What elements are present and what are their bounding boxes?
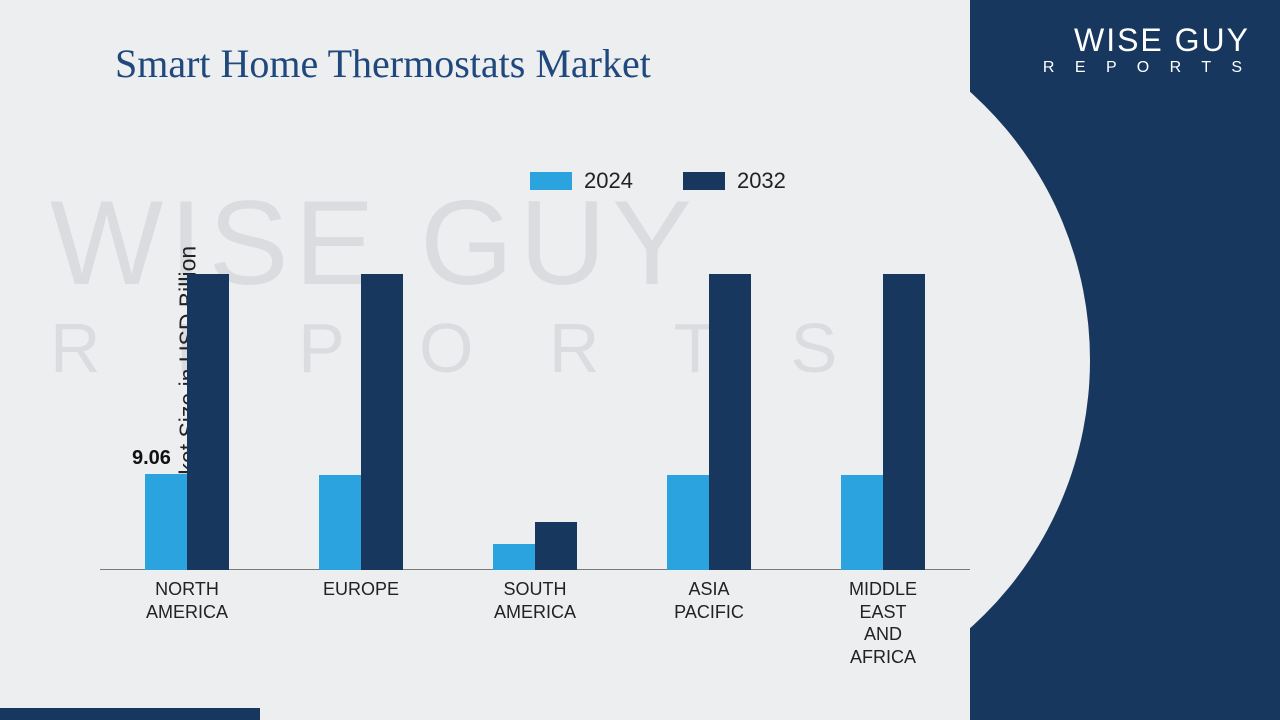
bar-2032 — [535, 522, 577, 570]
brand-line1: WISE GUY — [1043, 22, 1250, 59]
bar-groups: 9.06 — [100, 200, 970, 570]
bar-2032 — [361, 274, 403, 570]
bar-group — [286, 274, 436, 570]
bar-group: 9.06 — [112, 274, 262, 570]
chart-title: Smart Home Thermostats Market — [115, 40, 651, 87]
bar-value-label: 9.06 — [132, 447, 171, 470]
bar-2024 — [493, 544, 535, 570]
bar-2032 — [709, 274, 751, 570]
brand-logo: WISE GUY R E P O R T S — [1043, 22, 1250, 77]
x-axis-label: MIDDLE EAST AND AFRICA — [808, 578, 958, 668]
bar-2024 — [841, 475, 883, 570]
legend: 2024 2032 — [530, 168, 786, 194]
stage: WISE GUY R E P O R T S Smart Home Thermo… — [0, 0, 1280, 720]
legend-item-2024: 2024 — [530, 168, 633, 194]
x-axis-label: SOUTH AMERICA — [460, 578, 610, 668]
chart-area: 9.06 — [100, 200, 970, 570]
brand-line2: R E P O R T S — [1043, 59, 1250, 77]
legend-swatch-2024 — [530, 172, 572, 190]
x-axis-label: NORTH AMERICA — [112, 578, 262, 668]
bar-2024 — [667, 475, 709, 570]
bar-group — [460, 522, 610, 570]
bar-2032 — [883, 274, 925, 570]
bar-2024 — [145, 474, 187, 570]
legend-label-2032: 2032 — [737, 168, 786, 194]
legend-swatch-2032 — [683, 172, 725, 190]
bar-2032 — [187, 274, 229, 570]
bar-2024 — [319, 475, 361, 570]
legend-item-2032: 2032 — [683, 168, 786, 194]
x-axis-label: ASIA PACIFIC — [634, 578, 784, 668]
bar-group — [634, 274, 784, 570]
bar-group — [808, 274, 958, 570]
x-axis-label: EUROPE — [286, 578, 436, 668]
bottom-accent-bar — [0, 708, 260, 720]
x-axis-labels: NORTH AMERICA EUROPE SOUTH AMERICA ASIA PAC… — [100, 578, 970, 668]
legend-label-2024: 2024 — [584, 168, 633, 194]
